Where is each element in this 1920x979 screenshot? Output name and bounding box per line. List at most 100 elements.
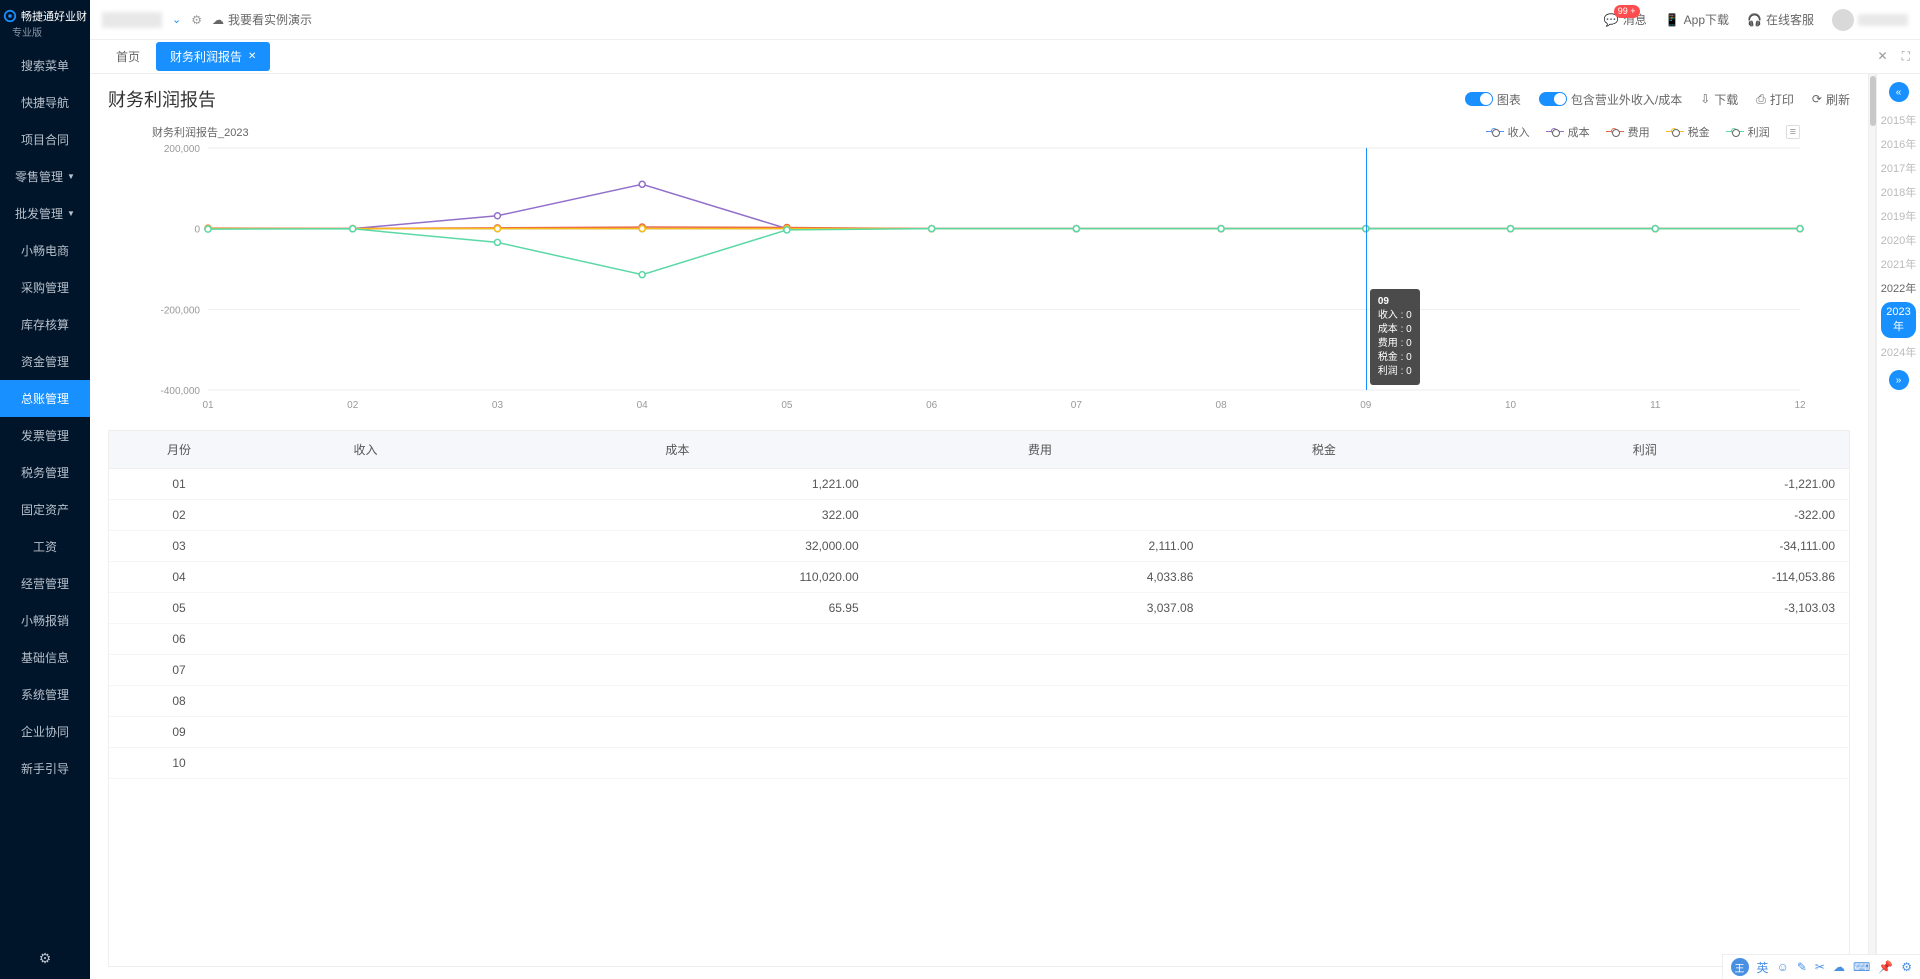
year-item[interactable]: 2017年 xyxy=(1877,156,1920,180)
content-scrollbar[interactable] xyxy=(1868,74,1876,979)
year-item[interactable]: 2022年 xyxy=(1877,276,1920,300)
year-item[interactable]: 2023年 xyxy=(1881,302,1916,338)
sidebar-item[interactable]: 零售管理▼ xyxy=(0,158,90,195)
user-menu[interactable] xyxy=(1832,9,1908,31)
year-item[interactable]: 2018年 xyxy=(1877,180,1920,204)
ime-gear-icon[interactable]: ⚙ xyxy=(1901,960,1912,974)
svg-text:08: 08 xyxy=(1216,400,1228,411)
gear-icon: ⚙ xyxy=(39,950,52,966)
ime-keyboard-icon[interactable]: ⌨ xyxy=(1853,960,1870,974)
table-cell xyxy=(873,624,1208,655)
svg-text:-200,000: -200,000 xyxy=(161,305,201,316)
sidebar-item[interactable]: 小畅电商 xyxy=(0,232,90,269)
table-row: 10 xyxy=(109,748,1849,779)
tab-financial-report[interactable]: 财务利润报告 ✕ xyxy=(156,42,270,71)
table-cell xyxy=(873,655,1208,686)
sidebar-item[interactable]: 小畅报销 xyxy=(0,602,90,639)
sidebar-item[interactable]: 批发管理▼ xyxy=(0,195,90,232)
ime-scissors-icon[interactable]: ✂ xyxy=(1815,960,1825,974)
sidebar-item[interactable]: 库存核算 xyxy=(0,306,90,343)
table-cell: 1,221.00 xyxy=(482,469,873,500)
org-gear-icon[interactable]: ⚙ xyxy=(191,13,202,27)
sidebar-item-label: 基础信息 xyxy=(21,649,69,666)
app-download-button[interactable]: 📱 App下载 xyxy=(1665,11,1729,28)
sidebar-item[interactable]: 资金管理 xyxy=(0,343,90,380)
sidebar-item-label: 工资 xyxy=(33,538,57,555)
sidebar-item-label: 总账管理 xyxy=(21,390,69,407)
sidebar-item[interactable]: 搜索菜单 xyxy=(0,47,90,84)
download-icon: ⇩ xyxy=(1700,92,1710,106)
table-header: 收入 xyxy=(249,431,482,469)
sidebar-item-label: 搜索菜单 xyxy=(21,57,69,74)
main-menu: 搜索菜单快捷导航项目合同零售管理▼批发管理▼小畅电商采购管理库存核算资金管理总账… xyxy=(0,47,90,938)
sidebar-item-label: 固定资产 xyxy=(21,501,69,518)
sidebar-item-label: 经营管理 xyxy=(21,575,69,592)
svg-text:04: 04 xyxy=(637,400,649,411)
sidebar-item-label: 采购管理 xyxy=(21,279,69,296)
ime-lang[interactable]: 英 xyxy=(1757,959,1769,976)
sidebar-item-label: 新手引导 xyxy=(21,760,69,777)
support-button[interactable]: 🎧 在线客服 xyxy=(1747,11,1814,28)
ime-cloud-icon[interactable]: ☁ xyxy=(1833,960,1845,974)
sidebar-item[interactable]: 基础信息 xyxy=(0,639,90,676)
table-cell: 65.95 xyxy=(482,593,873,624)
table-cell: 01 xyxy=(109,469,249,500)
toggle-chart[interactable]: 图表 xyxy=(1465,91,1521,108)
chart-tooltip: 09收入 : 0成本 : 0费用 : 0税金 : 0利润 : 0 xyxy=(1370,289,1420,385)
table-cell xyxy=(873,686,1208,717)
demo-link[interactable]: ☁ 我要看实例演示 xyxy=(212,11,312,28)
tab-home[interactable]: 首页 xyxy=(102,42,154,71)
sidebar-item[interactable]: 快捷导航 xyxy=(0,84,90,121)
download-button[interactable]: ⇩ 下载 xyxy=(1700,91,1738,108)
year-scroll-up[interactable]: « xyxy=(1889,82,1909,102)
fullscreen-icon[interactable]: ⛶ xyxy=(1898,45,1914,68)
sidebar-item[interactable]: 项目合同 xyxy=(0,121,90,158)
settings-button[interactable]: ⚙ xyxy=(0,938,90,979)
sidebar-item[interactable]: 系统管理 xyxy=(0,676,90,713)
ime-toolbar: 王 英 ☺ ✎ ✂ ☁ ⌨ 📌 ⚙ xyxy=(1722,954,1920,979)
table-cell xyxy=(1207,531,1440,562)
messages-button[interactable]: 💬 99 + 消息 xyxy=(1604,11,1647,28)
year-item[interactable]: 2019年 xyxy=(1877,204,1920,228)
refresh-button[interactable]: ⟳ 刷新 xyxy=(1812,91,1850,108)
close-icon[interactable]: ✕ xyxy=(248,51,256,62)
year-item[interactable]: 2024年 xyxy=(1877,340,1920,364)
logo: 畅捷通好业财 专业版 xyxy=(0,0,90,47)
ime-main-icon[interactable]: 王 xyxy=(1731,958,1749,976)
table-cell xyxy=(249,469,482,500)
ime-pin-icon[interactable]: 📌 xyxy=(1878,960,1893,974)
year-scroll-down[interactable]: » xyxy=(1889,370,1909,390)
ime-smile-icon[interactable]: ☺ xyxy=(1777,960,1789,974)
sidebar-item-label: 企业协同 xyxy=(21,723,69,740)
sidebar-item[interactable]: 税务管理 xyxy=(0,454,90,491)
sidebar-item[interactable]: 经营管理 xyxy=(0,565,90,602)
table-row: 011,221.00-1,221.00 xyxy=(109,469,1849,500)
table-cell: 09 xyxy=(109,717,249,748)
ime-edit-icon[interactable]: ✎ xyxy=(1797,960,1807,974)
sidebar-item[interactable]: 工资 xyxy=(0,528,90,565)
year-item[interactable]: 2021年 xyxy=(1877,252,1920,276)
table-cell xyxy=(249,624,482,655)
table-cell xyxy=(1440,717,1849,748)
table-cell xyxy=(873,500,1208,531)
toggle-extra-income[interactable]: 包含营业外收入/成本 xyxy=(1539,91,1682,108)
chevron-down-icon[interactable]: ⌄ xyxy=(172,13,181,26)
table-cell: 02 xyxy=(109,500,249,531)
year-item[interactable]: 2016年 xyxy=(1877,132,1920,156)
org-selector[interactable] xyxy=(102,12,162,28)
sidebar-item[interactable]: 采购管理 xyxy=(0,269,90,306)
sidebar-item[interactable]: 企业协同 xyxy=(0,713,90,750)
tab-close-all-icon[interactable]: ✕ xyxy=(1874,45,1892,68)
table-cell xyxy=(1440,748,1849,779)
print-button[interactable]: ⎙ 打印 xyxy=(1756,91,1794,108)
year-item[interactable]: 2015年 xyxy=(1877,108,1920,132)
sidebar-item[interactable]: 发票管理 xyxy=(0,417,90,454)
sidebar-item[interactable]: 新手引导 xyxy=(0,750,90,787)
sidebar-item[interactable]: 总账管理 xyxy=(0,380,90,417)
scrollbar-thumb[interactable] xyxy=(1870,76,1876,126)
sidebar-item[interactable]: 固定资产 xyxy=(0,491,90,528)
table-cell xyxy=(482,686,873,717)
table-cell xyxy=(249,717,482,748)
sidebar-item-label: 库存核算 xyxy=(21,316,69,333)
year-item[interactable]: 2020年 xyxy=(1877,228,1920,252)
